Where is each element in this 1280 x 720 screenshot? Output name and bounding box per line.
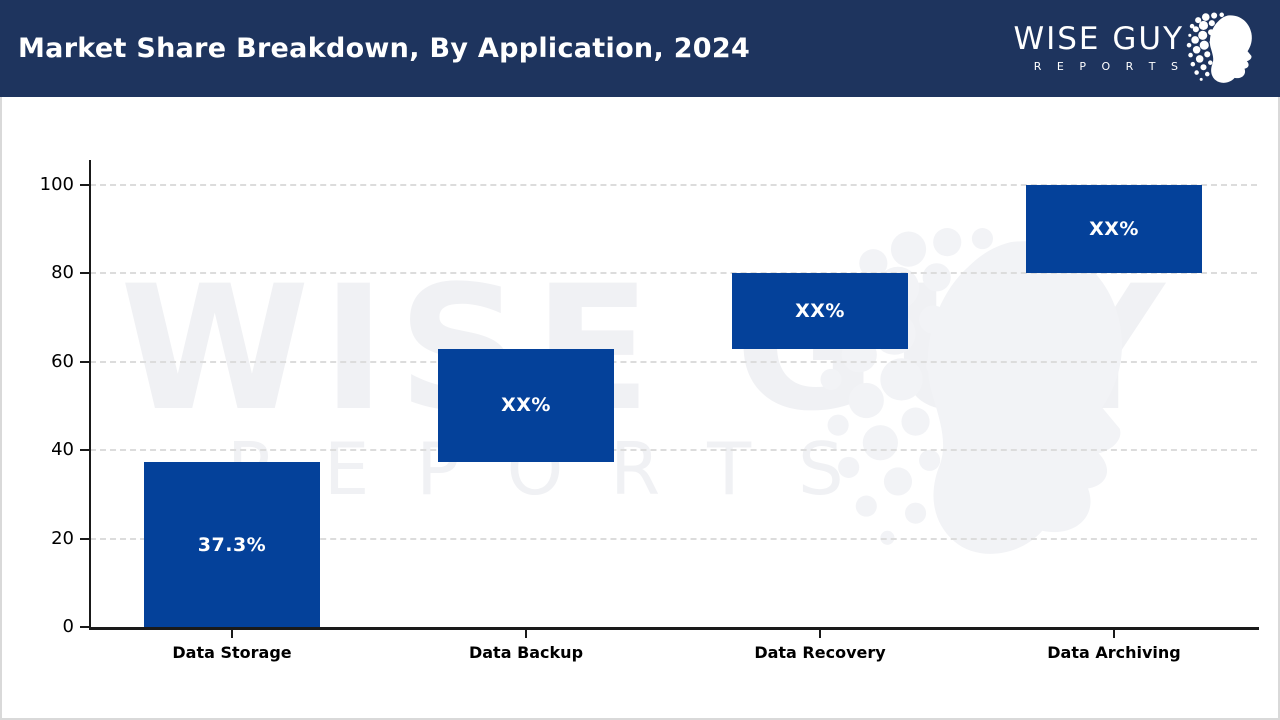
x-axis-line (89, 627, 1259, 630)
y-tick-label: 40 (51, 439, 74, 461)
x-category-label: Data Storage (172, 643, 292, 662)
y-tick-label: 80 (51, 262, 74, 284)
header-bar: Market Share Breakdown, By Application, … (0, 0, 1280, 97)
y-tick-label: 0 (62, 616, 74, 637)
wise-guy-reports-logo: WISE GUY R E P O R T S (1013, 11, 1262, 87)
y-tick-mark (80, 626, 89, 628)
x-category-label: Data Backup (468, 643, 584, 662)
y-tick-label: 100 (39, 174, 74, 195)
logo-text: WISE GUY R E P O R T S (1013, 21, 1184, 74)
x-tick-mark (231, 630, 233, 638)
x-tick-mark (1113, 630, 1115, 638)
logo-reports-label: R E P O R T S (1033, 60, 1184, 73)
gridline (90, 272, 1257, 275)
x-tick-mark (819, 630, 821, 638)
y-tick-mark (80, 449, 89, 452)
bar-value-label: XX% (501, 394, 551, 417)
x-tick-mark (525, 630, 527, 638)
gridline (90, 184, 1257, 186)
y-tick-label: 20 (51, 527, 74, 549)
x-category-label: Data Recovery (754, 643, 886, 662)
y-tick-mark (80, 272, 89, 275)
bar: 37.3% (144, 462, 320, 627)
page-title: Market Share Breakdown, By Application, … (18, 33, 751, 64)
logo-wordmark: WISE GUY (1013, 21, 1184, 57)
gridline (90, 449, 1257, 452)
y-tick-mark (80, 537, 89, 540)
x-category-label: Data Archiving (1047, 643, 1181, 662)
bar: XX% (438, 348, 614, 463)
gridline (90, 537, 1257, 540)
bar-value-label: XX% (1089, 218, 1139, 241)
bar-value-label: XX% (795, 299, 845, 322)
bar: XX% (1026, 185, 1202, 274)
chart-area: WISE GUY R E P O R T S 0 20 40 60 80 100 37.3%… (0, 97, 1280, 720)
y-axis-line (89, 160, 91, 629)
bar: XX% (732, 273, 908, 349)
bar-value-label: 37.3% (197, 533, 267, 556)
gridline (90, 360, 1257, 363)
y-tick-mark (80, 360, 89, 363)
y-tick-mark (80, 184, 89, 186)
wise-guy-head-icon (1186, 11, 1262, 87)
y-tick-label: 60 (51, 350, 74, 372)
